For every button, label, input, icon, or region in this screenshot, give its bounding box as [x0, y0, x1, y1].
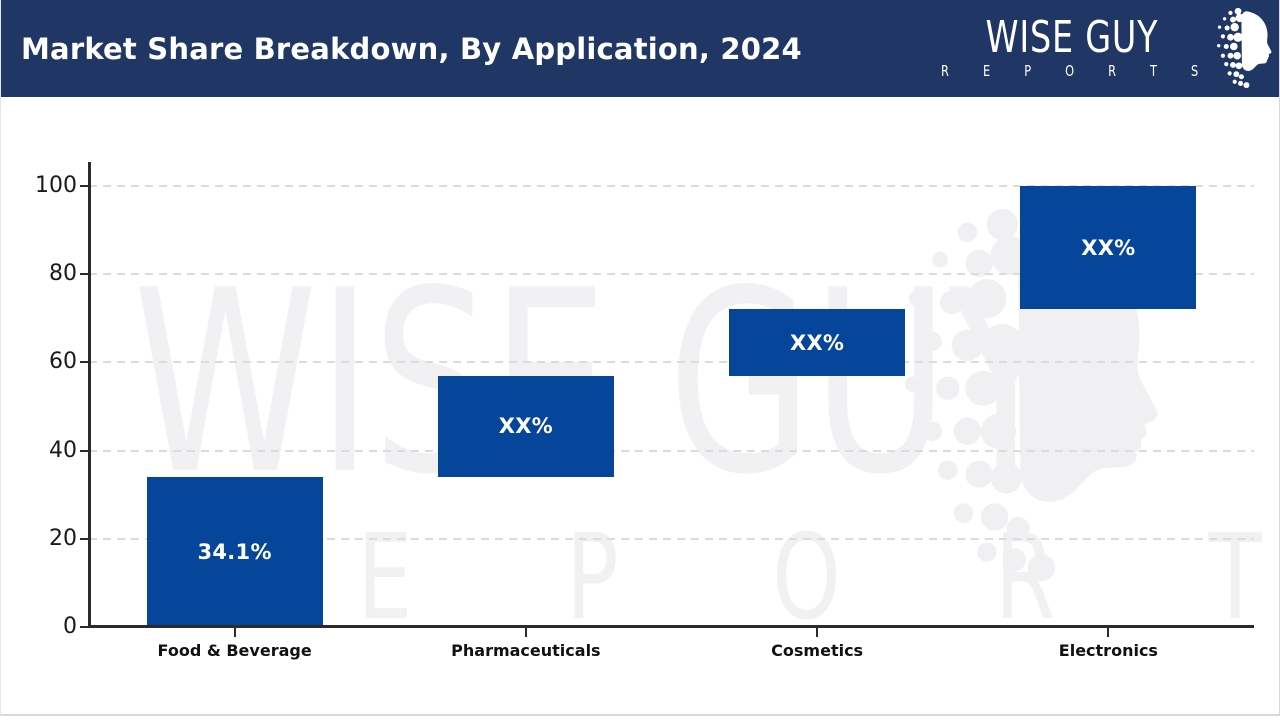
bar-value-label: 34.1% [197, 539, 272, 564]
brand-subtitle: R E P O R T S [940, 62, 1213, 80]
y-tick-label: 0 [63, 614, 77, 639]
x-axis-label-pharmaceuticals: Pharmaceuticals [451, 641, 601, 660]
brand-logo-text: WISE GUY R E P O R T S [930, 12, 1213, 80]
bar-value-label: XX% [1081, 235, 1136, 260]
y-axis-spine [88, 162, 91, 628]
y-tick-mark [80, 537, 89, 540]
brand-logo: WISE GUY R E P O R T S [941, 0, 1279, 97]
y-tick-mark [80, 361, 89, 364]
x-axis-label-food-beverage: Food & Beverage [157, 641, 312, 660]
bar-food-beverage: 34.1% [146, 476, 323, 627]
x-axis-label-cosmetics: Cosmetics [771, 641, 864, 660]
watermark-text-line2: R E P O R T S [143, 508, 1279, 646]
y-tick-mark [80, 449, 89, 452]
y-tick-label: 100 [35, 173, 77, 198]
gridline-y20 [89, 537, 1254, 540]
bar-electronics: XX% [1020, 186, 1197, 310]
x-axis-spine [88, 625, 1254, 628]
bar-cosmetics: XX% [729, 309, 906, 376]
gridline-y80 [89, 273, 1254, 276]
header-bar: Market Share Breakdown, By Application, … [1, 0, 1279, 97]
y-tick-mark [80, 273, 89, 276]
page-title: Market Share Breakdown, By Application, … [21, 31, 802, 66]
gridline-y60 [89, 361, 1254, 364]
y-tick-mark [80, 185, 89, 187]
x-tick-mark [524, 628, 527, 637]
gridline-y40 [89, 449, 1254, 452]
bar-value-label: XX% [789, 330, 845, 355]
x-tick-mark [816, 628, 819, 637]
y-tick-mark [80, 626, 89, 628]
waterfall-chart: 0 20 40 60 80 100 34.1% Food & Beverage XX% Pharm… [1, 97, 1279, 714]
brand-name: WISE GUY [985, 12, 1158, 63]
x-tick-mark [233, 628, 236, 637]
gridline-y100 [89, 185, 1254, 187]
y-tick-label: 20 [49, 525, 77, 551]
x-axis-label-electronics: Electronics [1058, 641, 1158, 660]
x-tick-mark [1107, 628, 1110, 637]
bar-value-label: XX% [498, 414, 554, 439]
brand-dot-face-icon [1217, 7, 1272, 89]
bar-pharmaceuticals: XX% [437, 375, 614, 477]
y-tick-label: 40 [49, 437, 77, 463]
y-tick-label: 60 [49, 349, 77, 375]
y-tick-label: 80 [49, 261, 77, 287]
